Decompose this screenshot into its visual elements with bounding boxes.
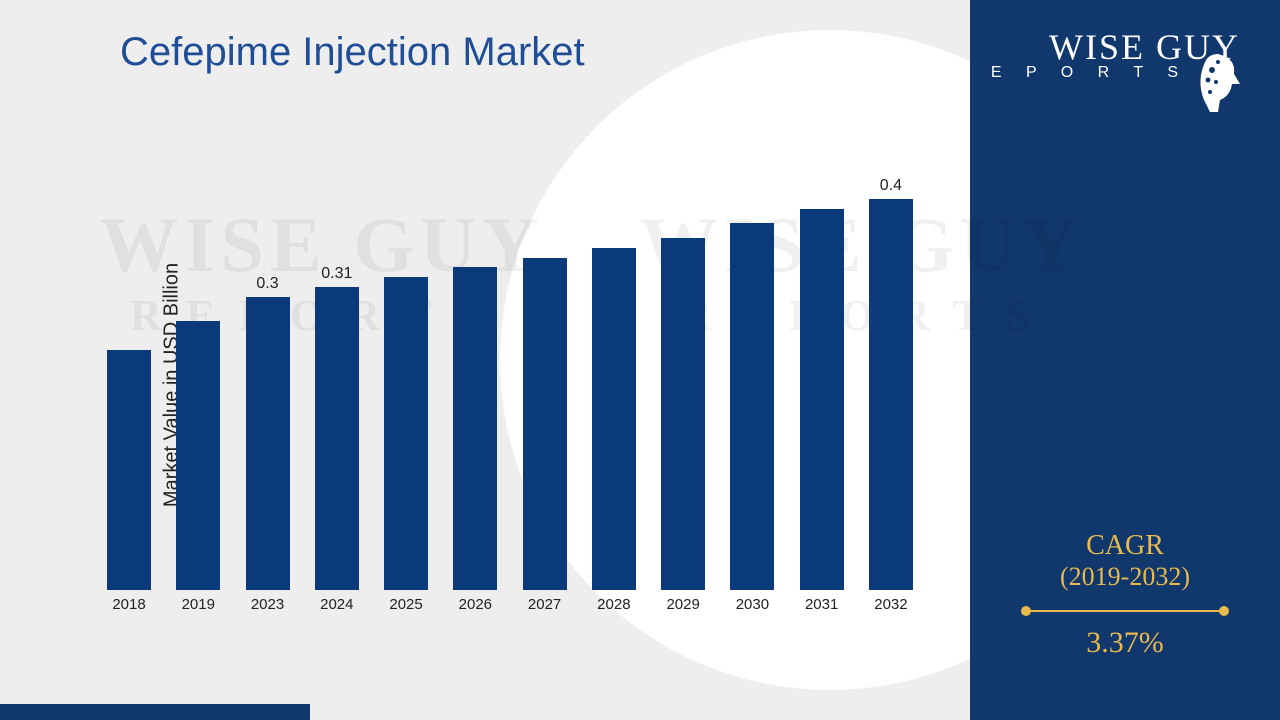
bars-container: 0.30.310.4	[100, 150, 920, 590]
bar-2025	[377, 277, 435, 590]
stage: WISE GUY REPORTS WISE GUY REPORTS Cefepi…	[0, 0, 1280, 720]
x-label: 2025	[377, 596, 435, 620]
bar-2028	[585, 248, 643, 590]
x-label: 2024	[308, 596, 366, 620]
bar-2018	[100, 350, 158, 590]
bar	[246, 297, 290, 590]
plot-area: 0.30.310.4	[100, 150, 920, 590]
bar	[453, 267, 497, 590]
bar-2026	[446, 267, 504, 590]
x-axis-labels: 2018 2019 2023 2024 2025 2026 2027 2028 2029 2030…	[100, 596, 920, 620]
x-label: 2029	[654, 596, 712, 620]
cagr-block: CAGR (2019-2032) 3.37%	[1020, 530, 1230, 660]
cagr-title: CAGR	[1020, 530, 1230, 562]
bar-2029	[654, 238, 712, 590]
bar-2031	[793, 209, 851, 590]
logo-head-icon	[1196, 50, 1246, 120]
x-label: 2026	[446, 596, 504, 620]
cagr-range: (2019-2032)	[1020, 562, 1230, 592]
bar-value-label: 0.4	[880, 177, 902, 195]
bar-2023: 0.3	[239, 297, 297, 590]
bar	[176, 321, 220, 590]
bar	[730, 223, 774, 590]
bar-2027	[516, 258, 574, 590]
bar-2019	[169, 321, 227, 590]
bar-2032: 0.4	[862, 199, 920, 590]
x-label: 2018	[100, 596, 158, 620]
bar-chart: Market Value in USD Billion 0.30.310.4 2…	[60, 150, 920, 620]
brand-logo: WISE GUY R E P O R T S	[955, 26, 1240, 82]
bar	[869, 199, 913, 590]
cagr-divider	[1026, 610, 1224, 612]
bar	[661, 238, 705, 590]
x-label: 2023	[239, 596, 297, 620]
bar-2030	[723, 223, 781, 590]
x-label: 2031	[793, 596, 851, 620]
bar	[384, 277, 428, 590]
bar	[315, 287, 359, 590]
bar	[592, 248, 636, 590]
bar	[107, 350, 151, 590]
bar-value-label: 0.3	[256, 275, 278, 293]
x-label: 2019	[169, 596, 227, 620]
cagr-value: 3.37%	[1020, 626, 1230, 660]
bar-2024: 0.31	[308, 287, 366, 590]
x-label: 2032	[862, 596, 920, 620]
bar-value-label: 0.31	[321, 265, 352, 283]
bar	[523, 258, 567, 590]
bottom-accent-bar	[0, 704, 310, 720]
x-label: 2028	[585, 596, 643, 620]
x-label: 2030	[723, 596, 781, 620]
bar	[800, 209, 844, 590]
chart-title: Cefepime Injection Market	[120, 30, 585, 75]
x-label: 2027	[516, 596, 574, 620]
logo-sub-text: R E P O R T S	[955, 64, 1188, 82]
